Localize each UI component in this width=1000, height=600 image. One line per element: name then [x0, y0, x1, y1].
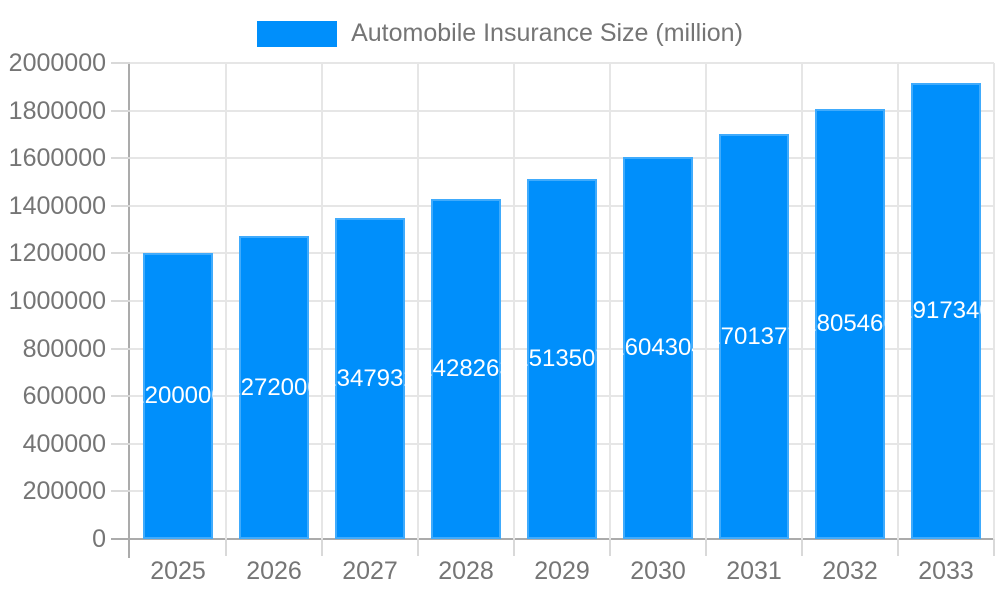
- bar-value-label: 1200000: [143, 382, 213, 409]
- x-tick-mark: [609, 539, 611, 556]
- x-tick-mark: [993, 539, 995, 556]
- gridline-v: [801, 63, 803, 539]
- x-tick-label: 2032: [822, 557, 878, 585]
- bar-value-label: 1272000: [239, 373, 309, 401]
- gridline-v: [705, 63, 707, 539]
- bar-value-label: 1701377: [719, 322, 789, 350]
- x-axis-baseline: [130, 538, 994, 540]
- x-tick-label: 2027: [342, 557, 398, 585]
- y-tick-label: 1800000: [8, 97, 106, 125]
- y-tick-mark: [111, 300, 130, 302]
- y-tick-mark: [111, 395, 130, 397]
- x-tick-label: 2026: [246, 557, 302, 585]
- y-tick-mark: [111, 157, 130, 159]
- plot-area: 1200000 1272000 1347932 1428263 1513507 16043…: [128, 62, 995, 558]
- y-tick-label: 1000000: [8, 287, 106, 315]
- bar[interactable]: 1200000: [143, 253, 213, 539]
- y-tick-label: 600000: [22, 382, 106, 410]
- y-tick-mark: [111, 62, 130, 64]
- bar-value-label: 1513507: [527, 345, 597, 372]
- y-tick-label: 2000000: [8, 49, 106, 77]
- bar-value-label: 1805466: [815, 310, 885, 337]
- bar[interactable]: 1513507: [527, 179, 597, 539]
- x-tick-label: 2030: [630, 557, 686, 585]
- bar[interactable]: 1428263: [431, 199, 501, 539]
- x-tick-mark: [897, 539, 899, 556]
- y-tick-mark: [111, 205, 130, 207]
- y-axis-line: [128, 63, 130, 558]
- y-tick-mark: [111, 490, 130, 492]
- x-tick-mark: [417, 539, 419, 556]
- gridline-h: [130, 110, 994, 112]
- x-tick-label: 2031: [726, 557, 782, 585]
- bar-value-label: 1604304: [623, 334, 693, 361]
- gridline-h: [130, 62, 994, 64]
- bar-value-label: 1917340: [911, 297, 981, 324]
- y-tick-label: 1600000: [8, 144, 106, 172]
- y-tick-mark: [111, 348, 130, 350]
- x-tick-mark: [321, 539, 323, 556]
- legend-swatch-icon: [257, 20, 338, 47]
- gridline-v: [897, 63, 899, 539]
- y-tick-label: 1200000: [8, 239, 106, 267]
- x-tick-label: 2033: [918, 557, 974, 585]
- legend-label: Automobile Insurance Size (million): [351, 19, 743, 47]
- bar[interactable]: 1272000: [239, 236, 309, 539]
- gridline-v: [513, 63, 515, 539]
- x-tick-mark: [225, 539, 227, 556]
- bar-value-label: 1428263: [431, 355, 501, 382]
- bar[interactable]: 1701377: [719, 134, 789, 539]
- gridline-v: [417, 63, 419, 539]
- bar-value-label: 1347932: [335, 364, 405, 392]
- y-tick-label: 1400000: [8, 192, 106, 220]
- y-tick-mark: [111, 110, 130, 112]
- x-tick-label: 2025: [150, 557, 206, 585]
- y-tick-mark: [111, 252, 130, 254]
- legend-item[interactable]: Automobile Insurance Size (million): [257, 19, 743, 48]
- y-tick-label: 200000: [22, 477, 106, 505]
- gridline-v: [225, 63, 227, 539]
- y-tick-mark: [111, 538, 130, 540]
- x-tick-mark: [801, 539, 803, 556]
- x-tick-label: 2028: [438, 557, 494, 585]
- x-tick-mark: [513, 539, 515, 556]
- legend: Automobile Insurance Size (million): [0, 19, 1000, 48]
- gridline-v: [609, 63, 611, 539]
- y-tick-label: 0: [92, 525, 106, 553]
- gridline-v: [993, 63, 995, 539]
- bar[interactable]: 1805466: [815, 109, 885, 539]
- bar[interactable]: 1347932: [335, 218, 405, 539]
- bar[interactable]: 1604304: [623, 157, 693, 539]
- y-tick-label: 400000: [22, 430, 106, 458]
- bar[interactable]: 1917340: [911, 83, 981, 539]
- y-tick-mark: [111, 443, 130, 445]
- gridline-v: [321, 63, 323, 539]
- x-tick-label: 2029: [534, 557, 590, 585]
- gridline-h: [130, 157, 994, 159]
- x-tick-mark: [705, 539, 707, 556]
- y-tick-label: 800000: [22, 335, 106, 363]
